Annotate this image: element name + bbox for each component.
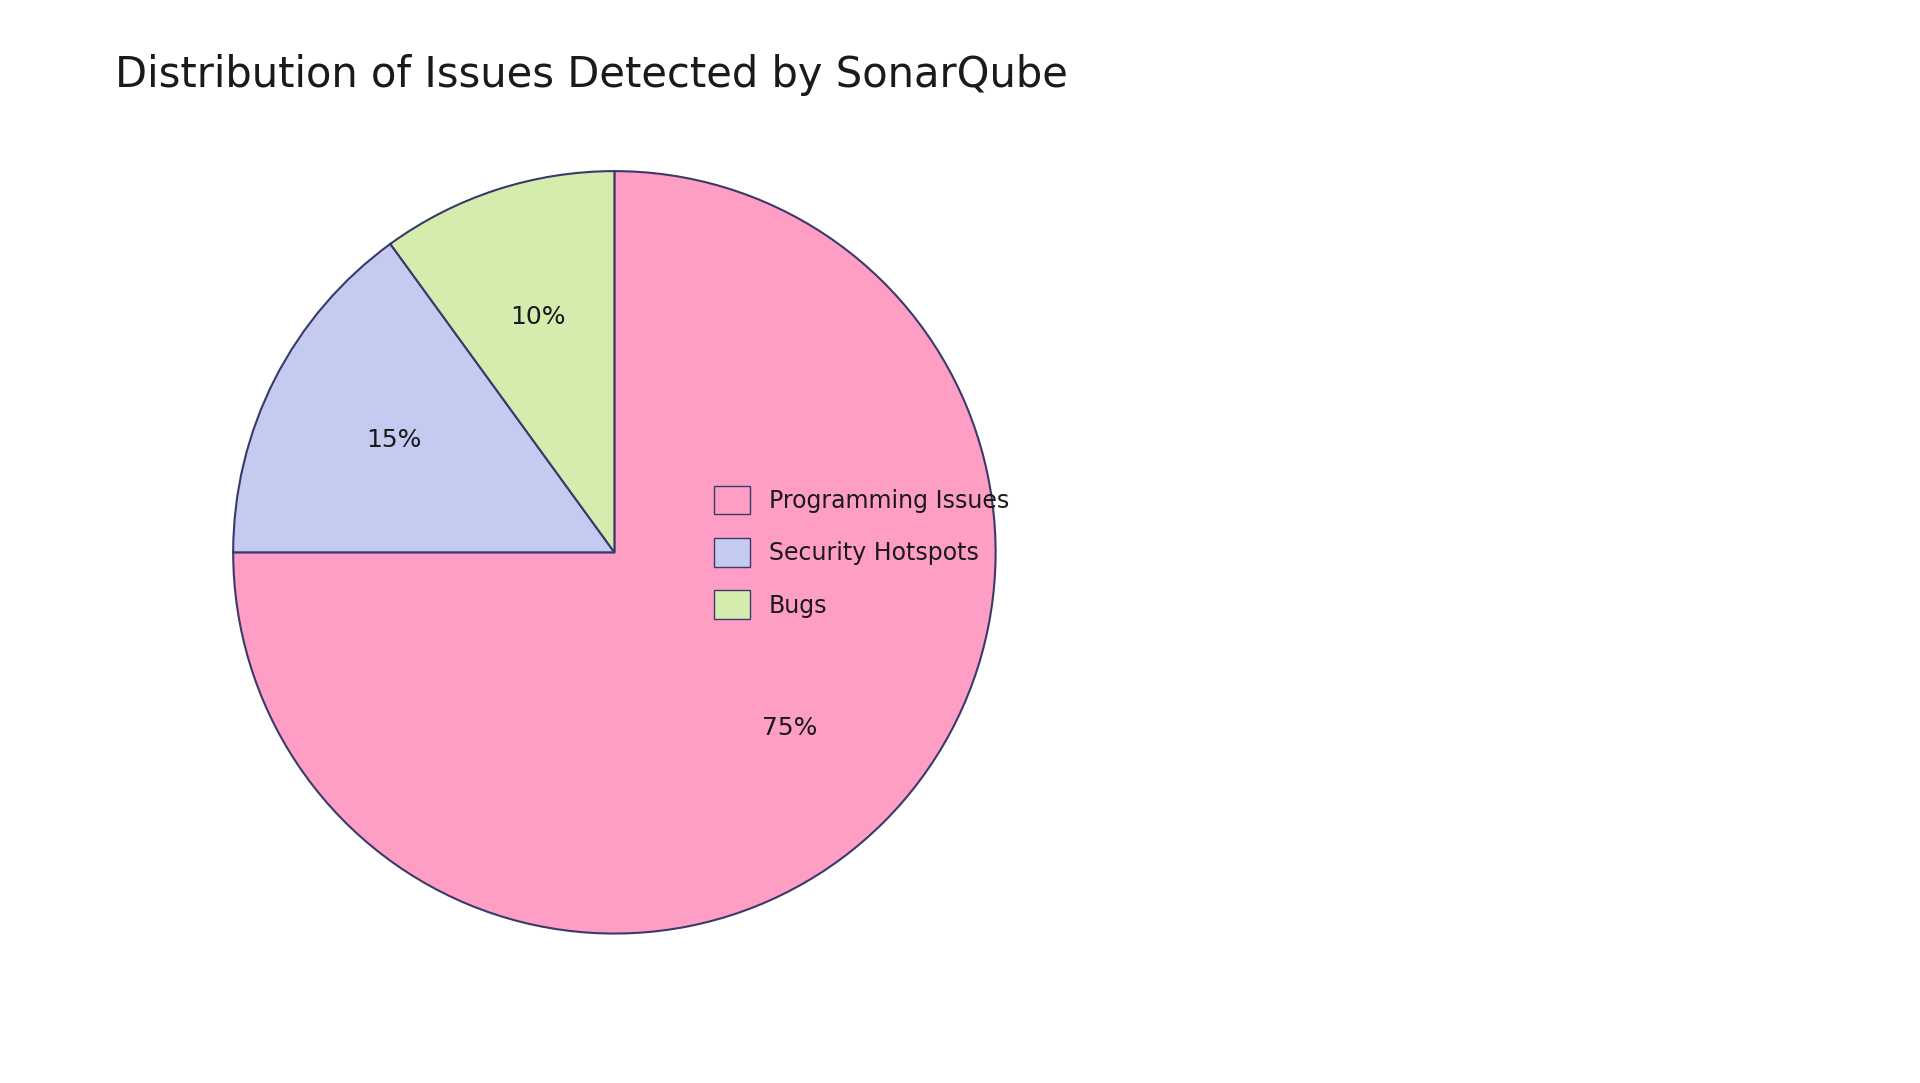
Text: 15%: 15% xyxy=(367,428,420,452)
Text: 75%: 75% xyxy=(762,716,818,740)
Wedge shape xyxy=(390,171,614,552)
Text: Distribution of Issues Detected by SonarQube: Distribution of Issues Detected by Sonar… xyxy=(115,54,1068,96)
Wedge shape xyxy=(232,171,996,934)
Text: 10%: 10% xyxy=(511,304,566,328)
Wedge shape xyxy=(232,244,614,552)
Legend: Programming Issues, Security Hotspots, Bugs: Programming Issues, Security Hotspots, B… xyxy=(703,473,1021,631)
